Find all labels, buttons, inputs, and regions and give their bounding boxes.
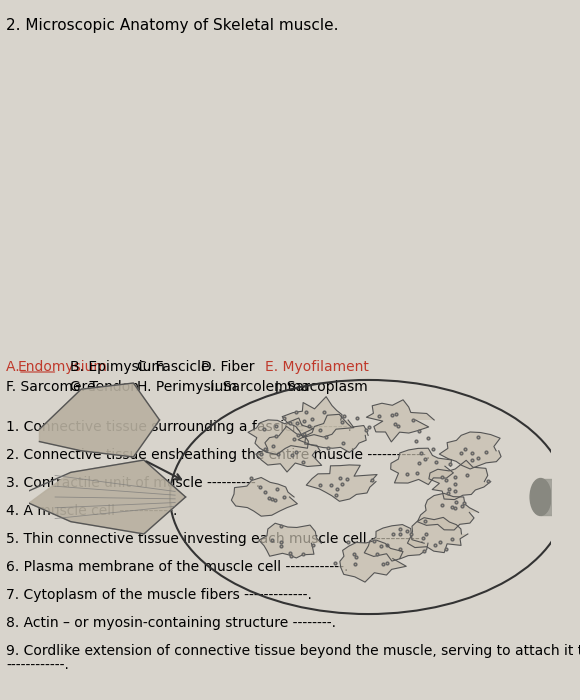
Text: J. Sarcoplasm: J. Sarcoplasm xyxy=(274,380,368,394)
Polygon shape xyxy=(429,461,491,500)
Text: Endomysium: Endomysium xyxy=(18,360,108,374)
Polygon shape xyxy=(29,460,186,534)
Polygon shape xyxy=(340,540,406,582)
Polygon shape xyxy=(256,426,322,472)
Polygon shape xyxy=(306,465,377,501)
Text: A.: A. xyxy=(6,360,24,374)
Text: C. Fascicle: C. Fascicle xyxy=(137,360,209,374)
Polygon shape xyxy=(231,477,298,516)
Text: 8. Actin – or myosin-containing structure --------.: 8. Actin – or myosin-containing structur… xyxy=(6,616,336,630)
Text: 2. Connective tissue ensheathing the entire muscle ------------.: 2. Connective tissue ensheathing the ent… xyxy=(6,448,430,462)
Text: 2. Microscopic Anatomy of Skeletal muscle.: 2. Microscopic Anatomy of Skeletal muscl… xyxy=(6,18,339,33)
Polygon shape xyxy=(248,418,313,454)
Text: 9. Cordlike extension of connective tissue beyond the muscle, serving to attach : 9. Cordlike extension of connective tiss… xyxy=(6,644,580,658)
Text: H. Perimysium: H. Perimysium xyxy=(137,380,237,394)
Polygon shape xyxy=(298,414,368,452)
Text: E. Myofilament: E. Myofilament xyxy=(264,360,368,374)
Text: 3. Contractile unit of muscle ----------.: 3. Contractile unit of muscle ----------… xyxy=(6,476,260,490)
Polygon shape xyxy=(440,432,501,469)
Polygon shape xyxy=(418,494,478,530)
Text: ------------.: ------------. xyxy=(6,658,69,672)
Text: 5. Thin connective tissue investing each muscle cell ----------.: 5. Thin connective tissue investing each… xyxy=(6,532,425,546)
Polygon shape xyxy=(364,524,428,561)
Polygon shape xyxy=(259,523,321,558)
Text: B. Epimysium: B. Epimysium xyxy=(70,360,165,374)
Polygon shape xyxy=(407,517,468,552)
Text: F. Sarcomere: F. Sarcomere xyxy=(6,380,96,394)
Polygon shape xyxy=(367,400,434,442)
Polygon shape xyxy=(282,397,354,438)
Text: G. Tendon: G. Tendon xyxy=(70,380,139,394)
Ellipse shape xyxy=(530,479,551,515)
Text: 4. A muscle cell -----------.: 4. A muscle cell -----------. xyxy=(6,504,177,518)
Text: 1. Connective tissue surrounding a fascicle --------.: 1. Connective tissue surrounding a fasci… xyxy=(6,420,352,434)
Polygon shape xyxy=(391,448,454,484)
Text: I. Sarcolemma: I. Sarcolemma xyxy=(211,380,310,394)
Polygon shape xyxy=(39,383,160,457)
Text: D. Fiber: D. Fiber xyxy=(201,360,255,374)
Text: 7. Cytoplasm of the muscle fibers -------------.: 7. Cytoplasm of the muscle fibers ------… xyxy=(6,588,312,602)
Text: 6. Plasma membrane of the muscle cell ------------.: 6. Plasma membrane of the muscle cell --… xyxy=(6,560,349,574)
